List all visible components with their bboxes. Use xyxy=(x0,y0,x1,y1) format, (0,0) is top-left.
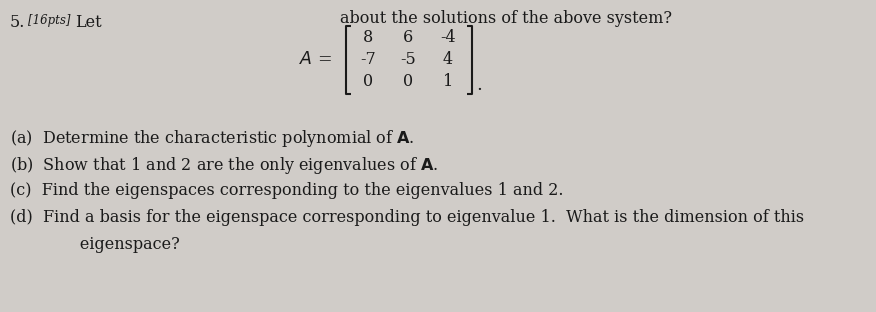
Text: 8: 8 xyxy=(363,30,373,46)
Text: (d)  Find a basis for the eigenspace corresponding to eigenvalue 1.  What is the: (d) Find a basis for the eigenspace corr… xyxy=(10,209,804,226)
Text: about the solutions of the above system?: about the solutions of the above system? xyxy=(340,10,672,27)
Text: 0: 0 xyxy=(403,74,413,90)
Text: 0: 0 xyxy=(363,74,373,90)
Text: Let: Let xyxy=(75,14,102,31)
Text: 6: 6 xyxy=(403,30,413,46)
Text: eigenspace?: eigenspace? xyxy=(44,236,180,253)
Text: (c)  Find the eigenspaces corresponding to the eigenvalues 1 and 2.: (c) Find the eigenspaces corresponding t… xyxy=(10,182,563,199)
Text: 4: 4 xyxy=(443,51,453,69)
Text: -5: -5 xyxy=(400,51,416,69)
Text: 1: 1 xyxy=(443,74,453,90)
Text: -7: -7 xyxy=(360,51,376,69)
Text: 5.: 5. xyxy=(10,14,25,31)
Text: $A$ =: $A$ = xyxy=(299,51,332,69)
Text: [16pts]: [16pts] xyxy=(28,14,70,27)
Text: -4: -4 xyxy=(440,30,456,46)
Text: .: . xyxy=(476,76,482,94)
Text: (b)  Show that 1 and 2 are the only eigenvalues of $\mathbf{A}$.: (b) Show that 1 and 2 are the only eigen… xyxy=(10,155,438,176)
Text: (a)  Determine the characteristic polynomial of $\mathbf{A}$.: (a) Determine the characteristic polynom… xyxy=(10,128,414,149)
